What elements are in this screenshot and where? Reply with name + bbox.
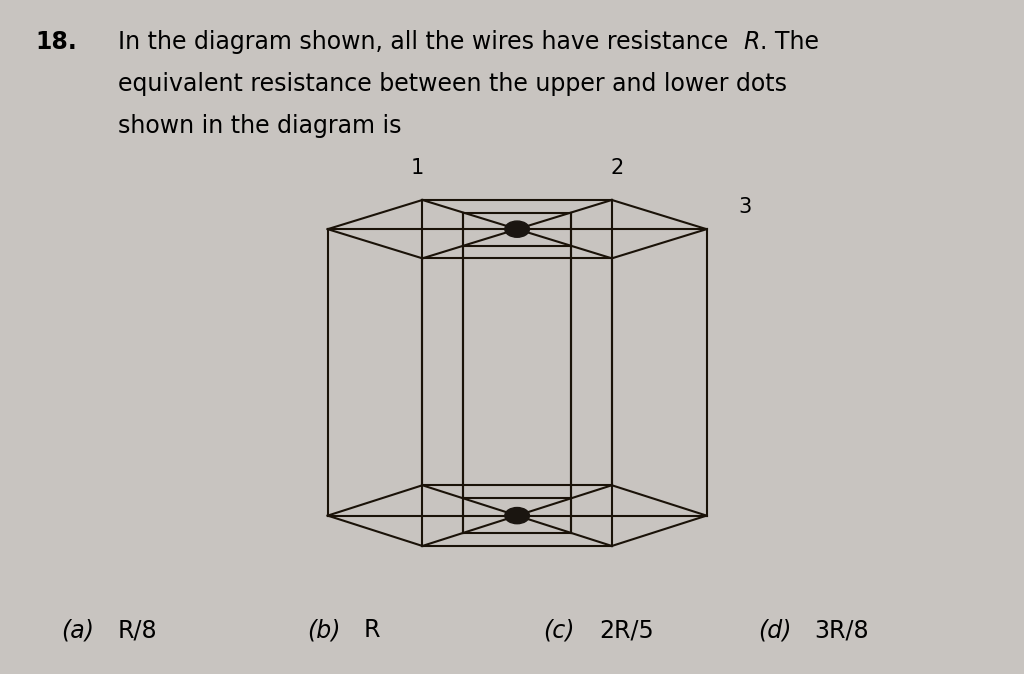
Text: (b): (b) (307, 618, 341, 642)
Text: (a): (a) (61, 618, 94, 642)
Text: (c): (c) (543, 618, 574, 642)
Text: R/8: R/8 (118, 618, 158, 642)
Text: equivalent resistance between the upper and lower dots: equivalent resistance between the upper … (118, 72, 786, 96)
Text: 3: 3 (739, 197, 752, 217)
Text: R: R (743, 30, 760, 55)
Text: (d): (d) (758, 618, 792, 642)
Text: 3R/8: 3R/8 (814, 618, 868, 642)
Text: 1: 1 (411, 158, 424, 179)
Circle shape (505, 508, 529, 524)
Circle shape (505, 221, 529, 237)
Text: shown in the diagram is: shown in the diagram is (118, 114, 401, 138)
Text: 18.: 18. (36, 30, 78, 55)
Text: 2R/5: 2R/5 (599, 618, 653, 642)
Text: . The: . The (760, 30, 819, 55)
Text: R: R (364, 618, 380, 642)
Text: 2: 2 (610, 158, 624, 179)
Text: In the diagram shown, all the wires have resistance: In the diagram shown, all the wires have… (118, 30, 735, 55)
